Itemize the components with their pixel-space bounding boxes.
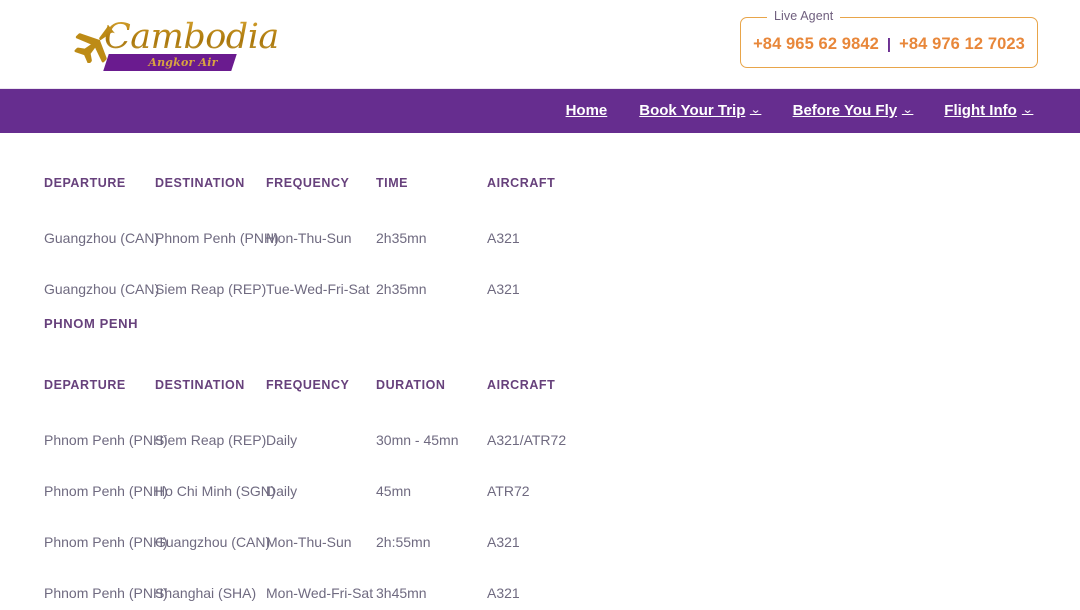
nav-item-flight-info[interactable]: Flight Info ⌄ (928, 89, 1048, 133)
column-header-aircraft: AIRCRAFT (487, 378, 556, 392)
cell-frequency: Mon-Thu-Sun (266, 229, 352, 246)
cell-frequency: Daily (266, 431, 298, 448)
cell-destination: Phnom Penh (PNH) (155, 229, 279, 246)
airplane-icon (68, 25, 118, 63)
main-navigation: Home Book Your Trip ⌄ Before You Fly ⌄ Flight… (0, 89, 1080, 133)
nav-item-label: Before You Fly (792, 102, 898, 119)
cell-destination: Siem Reap (REP) (155, 431, 267, 448)
nav-item-label: Book Your Trip (639, 102, 746, 119)
cell-departure: Guangzhou (CAN) (44, 280, 160, 297)
chevron-down-icon: ⌄ (901, 103, 914, 116)
phone-number-2[interactable]: +84 976 12 7023 (899, 35, 1025, 53)
table-row: Phnom Penh (PNH) Ho Chi Minh (SGN) Daily 45… (44, 465, 664, 516)
cell-aircraft: A321 (487, 280, 520, 297)
site-header: Cambodia Angkor Air Live Agent +84 965 6… (0, 0, 1080, 89)
table-header-row: DEPARTURE DESTINATION FREQUENCY DURATION AIR… (44, 364, 664, 414)
brand-name: Cambodia (104, 17, 279, 57)
cell-duration: 30mn - 45mn (376, 431, 459, 448)
column-header-departure: DEPARTURE (44, 176, 126, 190)
brand-logo[interactable]: Cambodia Angkor Air (68, 13, 279, 75)
cell-departure: Phnom Penh (PNH) (44, 431, 168, 448)
nav-item-label: Home (565, 102, 608, 119)
table-row: Guangzhou (CAN) Siem Reap (REP) Tue-Wed-Fr… (44, 263, 664, 314)
column-header-frequency: FREQUENCY (266, 176, 350, 190)
cell-duration: 2h:55mn (376, 533, 431, 550)
brand-tagline: Angkor Air (148, 56, 218, 69)
cell-time: 2h35mn (376, 229, 427, 246)
nav-item-book-your-trip[interactable]: Book Your Trip ⌄ (623, 89, 776, 133)
cell-time: 2h35mn (376, 280, 427, 297)
column-header-destination: DESTINATION (155, 378, 245, 392)
table-row: Phnom Penh (PNH) Siem Reap (REP) Daily 30mn… (44, 414, 664, 465)
cell-destination: Guangzhou (CAN) (155, 533, 271, 550)
table-row: Guangzhou (CAN) Phnom Penh (PNH) Mon-Thu-S… (44, 212, 664, 263)
cell-departure: Phnom Penh (PNH) (44, 482, 168, 499)
cell-aircraft: A321 (487, 584, 520, 601)
column-header-destination: DESTINATION (155, 176, 245, 190)
live-agent-label: Live Agent (767, 9, 841, 23)
table-row: Phnom Penh (PNH) Shanghai (SHA) Mon-Wed-Fr… (44, 567, 664, 610)
live-agent-phone-list: +84 965 62 9842 | +84 976 12 7023 (753, 18, 1025, 67)
cell-frequency: Mon-Wed-Fri-Sat (266, 584, 374, 601)
cell-frequency: Tue-Wed-Fri-Sat (266, 280, 370, 297)
cell-destination: Shanghai (SHA) (155, 584, 257, 601)
column-header-frequency: FREQUENCY (266, 378, 350, 392)
flight-schedule-table-1: DEPARTURE DESTINATION FREQUENCY DURATION AIR… (44, 364, 664, 610)
cell-duration: 45mn (376, 482, 412, 499)
phone-separator: | (886, 36, 892, 53)
cell-frequency: Daily (266, 482, 298, 499)
cell-aircraft: A321/ATR72 (487, 431, 567, 448)
cell-frequency: Mon-Thu-Sun (266, 533, 352, 550)
cell-departure: Phnom Penh (PNH) (44, 584, 168, 601)
section-title-phnom-penh: PHNOM PENH (44, 316, 139, 331)
cell-aircraft: A321 (487, 229, 520, 246)
column-header-aircraft: AIRCRAFT (487, 176, 556, 190)
table-row: Phnom Penh (PNH) Guangzhou (CAN) Mon-Thu-S… (44, 516, 664, 567)
cell-duration: 3h45mn (376, 584, 427, 601)
chevron-down-icon: ⌄ (750, 103, 762, 116)
live-agent-box: Live Agent +84 965 62 9842 | +84 976 12 … (740, 9, 1038, 68)
column-header-time: TIME (376, 176, 409, 190)
column-header-departure: DEPARTURE (44, 378, 126, 392)
nav-item-before-you-fly[interactable]: Before You Fly ⌄ (777, 89, 929, 133)
nav-item-home[interactable]: Home (550, 89, 624, 133)
flight-schedule-content: DEPARTURE DESTINATION FREQUENCY TIME AIRCRAF… (0, 133, 1080, 610)
chevron-down-icon: ⌄ (1021, 103, 1034, 116)
cell-departure: Guangzhou (CAN) (44, 229, 160, 246)
cell-aircraft: A321 (487, 533, 520, 550)
nav-item-label: Flight Info (944, 102, 1017, 119)
column-header-duration: DURATION (376, 378, 446, 392)
cell-destination: Ho Chi Minh (SGN) (155, 482, 276, 499)
cell-destination: Siem Reap (REP) (155, 280, 267, 297)
flight-schedule-table-0: DEPARTURE DESTINATION FREQUENCY TIME AIRCRAF… (44, 162, 664, 314)
table-header-row: DEPARTURE DESTINATION FREQUENCY TIME AIRCRAF… (44, 162, 664, 212)
cell-departure: Phnom Penh (PNH) (44, 533, 168, 550)
cell-aircraft: ATR72 (487, 482, 530, 499)
phone-number-1[interactable]: +84 965 62 9842 (753, 35, 879, 53)
